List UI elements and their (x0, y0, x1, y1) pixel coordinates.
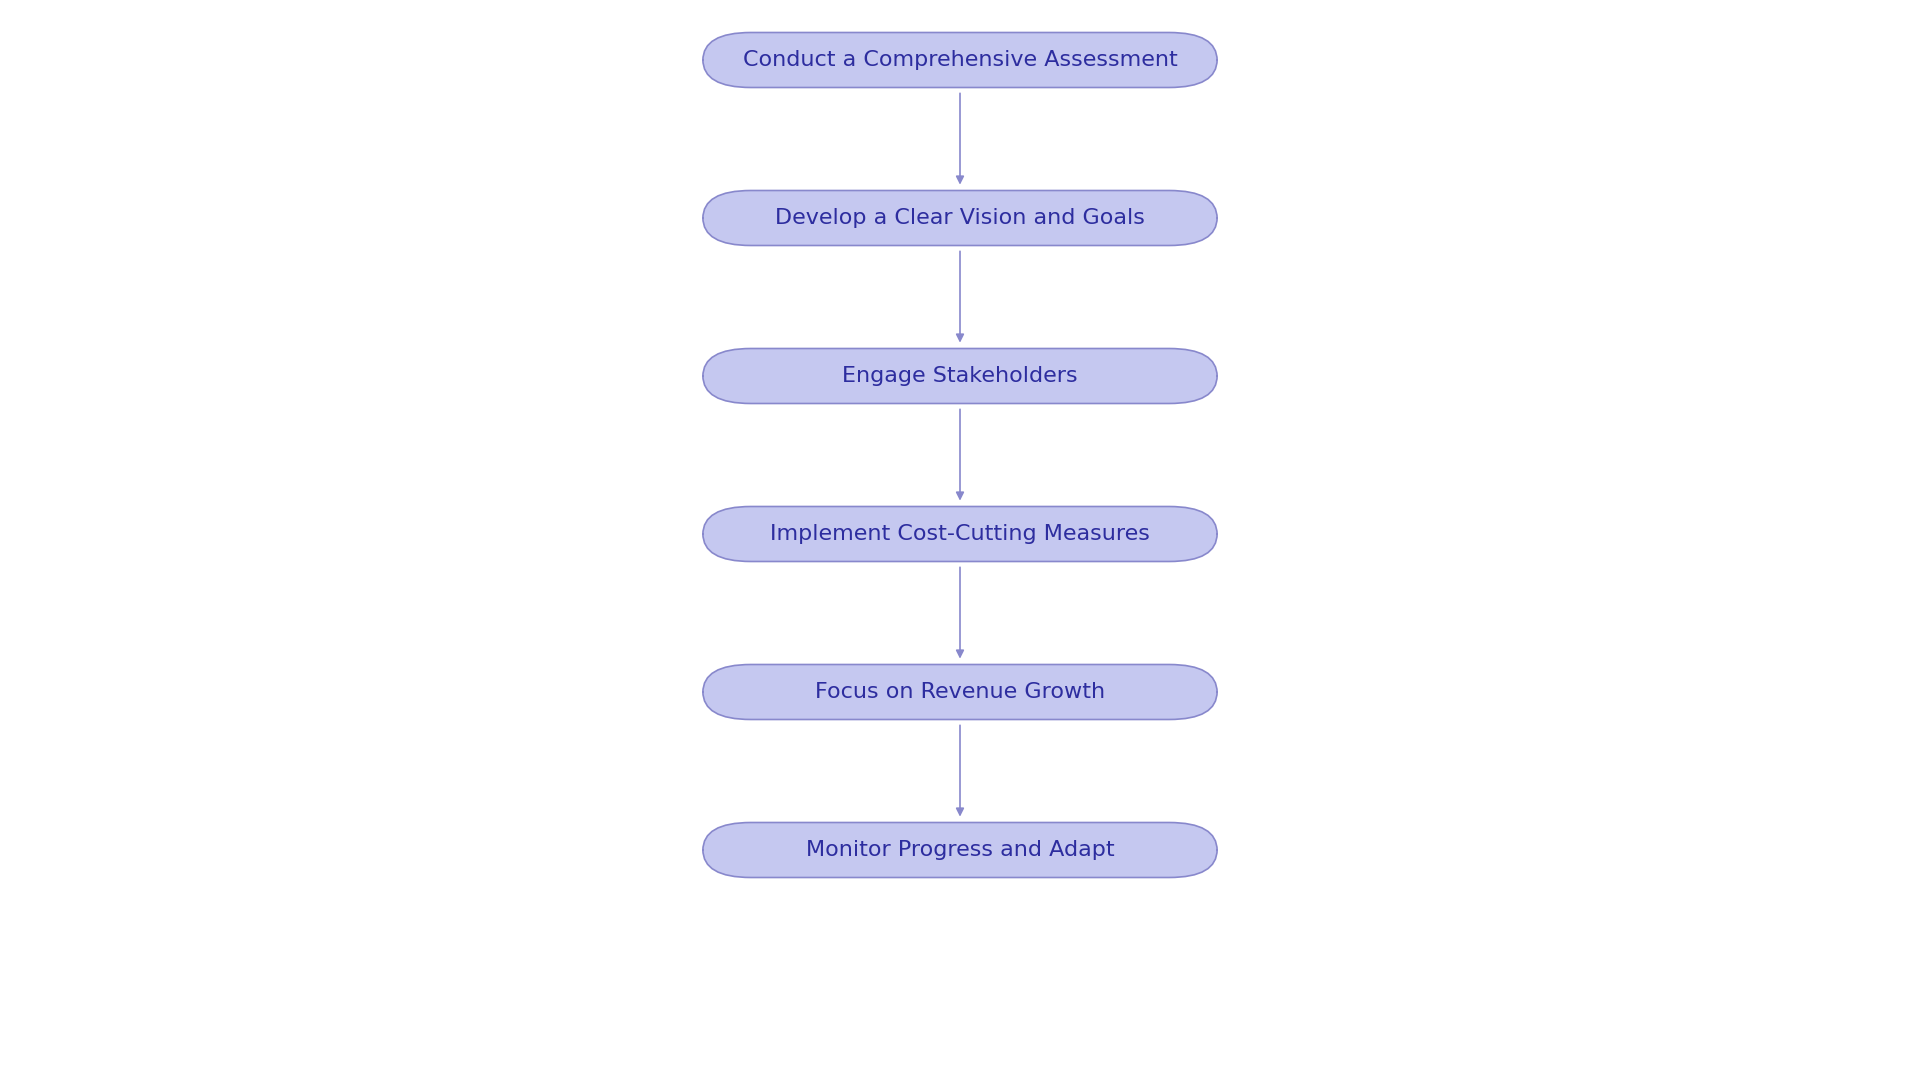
Text: Monitor Progress and Adapt: Monitor Progress and Adapt (806, 840, 1114, 860)
FancyBboxPatch shape (703, 32, 1217, 88)
FancyBboxPatch shape (703, 507, 1217, 561)
Text: Develop a Clear Vision and Goals: Develop a Clear Vision and Goals (776, 208, 1144, 229)
Text: Focus on Revenue Growth: Focus on Revenue Growth (814, 682, 1106, 702)
Text: Implement Cost-Cutting Measures: Implement Cost-Cutting Measures (770, 524, 1150, 544)
Text: Engage Stakeholders: Engage Stakeholders (843, 366, 1077, 386)
FancyBboxPatch shape (703, 822, 1217, 877)
FancyBboxPatch shape (703, 349, 1217, 404)
Text: Conduct a Comprehensive Assessment: Conduct a Comprehensive Assessment (743, 50, 1177, 70)
FancyBboxPatch shape (703, 665, 1217, 719)
FancyBboxPatch shape (703, 191, 1217, 246)
